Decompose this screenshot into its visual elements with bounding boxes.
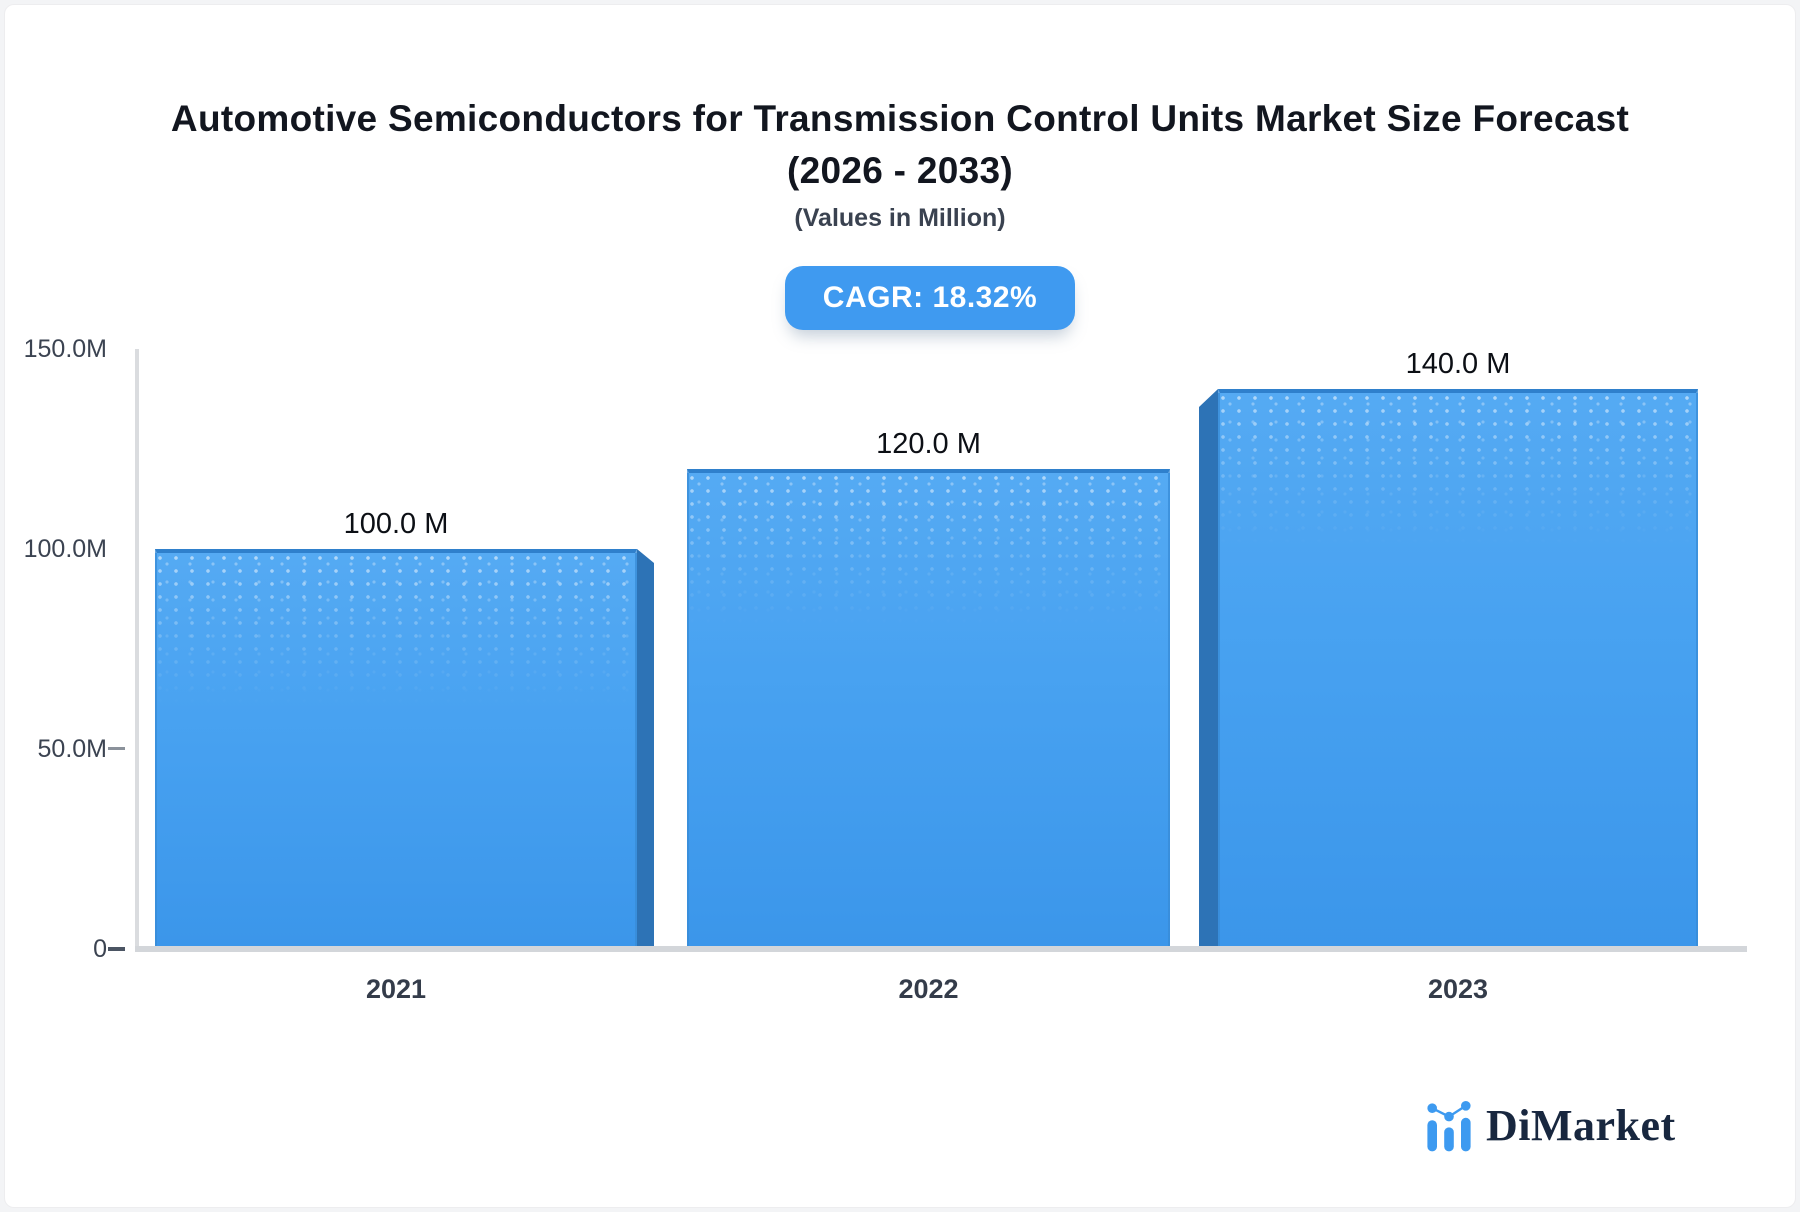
bar-2022[interactable] <box>687 469 1170 949</box>
y-axis-label: 100.0M <box>23 535 107 563</box>
chart-subtitle: (Values in Million) <box>794 204 1006 232</box>
x-axis-label: 2023 <box>1427 974 1489 1004</box>
x-axis-baseline <box>135 946 1747 952</box>
x-axis-label: 2022 <box>898 974 959 1004</box>
brand-logo: DiMarket <box>1425 1093 1676 1157</box>
cagr-badge: CAGR: 18.32% <box>785 266 1075 330</box>
y-axis-label: 150.0M <box>23 335 107 363</box>
y-axis-label: 0 <box>93 935 107 963</box>
bar-side-3d <box>637 549 654 949</box>
y-axis-label: 50.0M <box>37 735 107 763</box>
bar-value-label: 120.0 M <box>876 428 981 460</box>
plot-area: 100.0 M 2021 120.0 M 2022 140.0 M 2023 150.0M 1… <box>5 5 1795 1207</box>
bar-2021[interactable] <box>155 549 637 949</box>
chart-title-line1: Automotive Semiconductors for Transmissi… <box>170 98 1630 139</box>
axis-tick <box>108 947 125 951</box>
brand-name: DiMarket <box>1486 1100 1676 1150</box>
chart-card: Automotive Semiconductors for Transmissi… <box>4 4 1796 1208</box>
axis-tick <box>108 747 125 750</box>
bar-value-label: 140.0 M <box>1405 348 1511 380</box>
chart-title-line2: (2026 - 2033) <box>786 150 1014 191</box>
dimarket-logo-icon <box>1425 1098 1473 1152</box>
x-axis-label: 2021 <box>365 974 427 1004</box>
y-axis-line <box>135 349 139 949</box>
bar-value-label: 100.0 M <box>343 508 449 540</box>
bar-2023[interactable] <box>1218 389 1698 949</box>
bar-side-3d <box>1199 389 1218 949</box>
